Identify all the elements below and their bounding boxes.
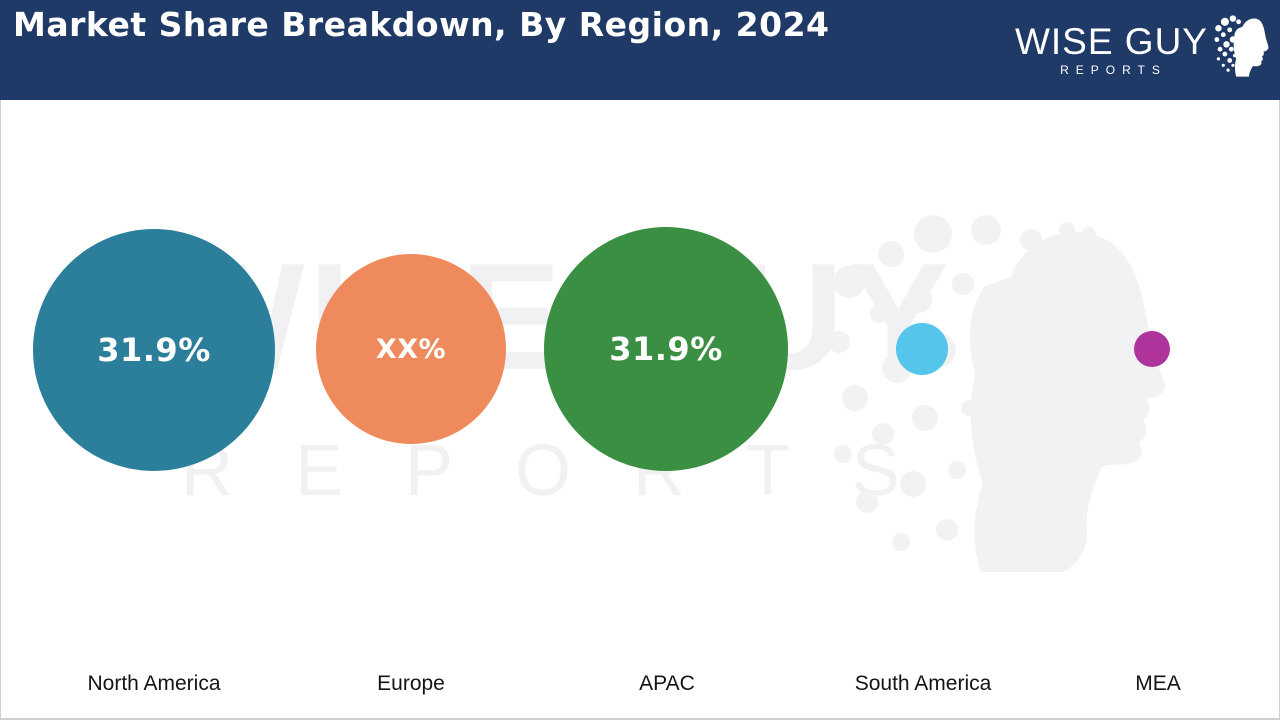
watermark-face-icon xyxy=(828,215,1165,572)
category-label-north-america: North America xyxy=(87,672,221,695)
brand-logo: WISE GUY REPORTS xyxy=(1015,6,1270,94)
brand-face-icon xyxy=(1214,15,1269,77)
bubble-mea xyxy=(1134,331,1170,367)
category-label-south-america: South America xyxy=(854,672,992,695)
bubble-chart: WISE GUY REPORTS 31. xyxy=(0,100,1280,720)
bubble-value-europe: XX% xyxy=(375,333,447,365)
bubble-south-america xyxy=(896,323,948,375)
bubble-north-america: 31.9% xyxy=(33,229,275,471)
page-title: Market Share Breakdown, By Region, 2024 xyxy=(13,5,830,44)
brand-tagline: REPORTS xyxy=(1060,62,1167,77)
brand-name: WISE GUY xyxy=(1014,21,1208,63)
watermark-tagline-text: REPORTS xyxy=(181,431,962,511)
bubble-value-apac: 31.9% xyxy=(609,330,723,368)
bubble-value-north-america: 31.9% xyxy=(97,331,211,369)
category-label-apac: APAC xyxy=(639,672,695,695)
category-label-europe: Europe xyxy=(377,672,445,695)
header-bar: Market Share Breakdown, By Region, 2024 … xyxy=(0,0,1280,100)
category-label-mea: MEA xyxy=(1135,672,1181,695)
brand-logo-text: WISE GUY REPORTS xyxy=(1014,21,1208,77)
bubble-apac: 31.9% xyxy=(544,227,788,471)
bubble-europe: XX% xyxy=(316,254,506,444)
